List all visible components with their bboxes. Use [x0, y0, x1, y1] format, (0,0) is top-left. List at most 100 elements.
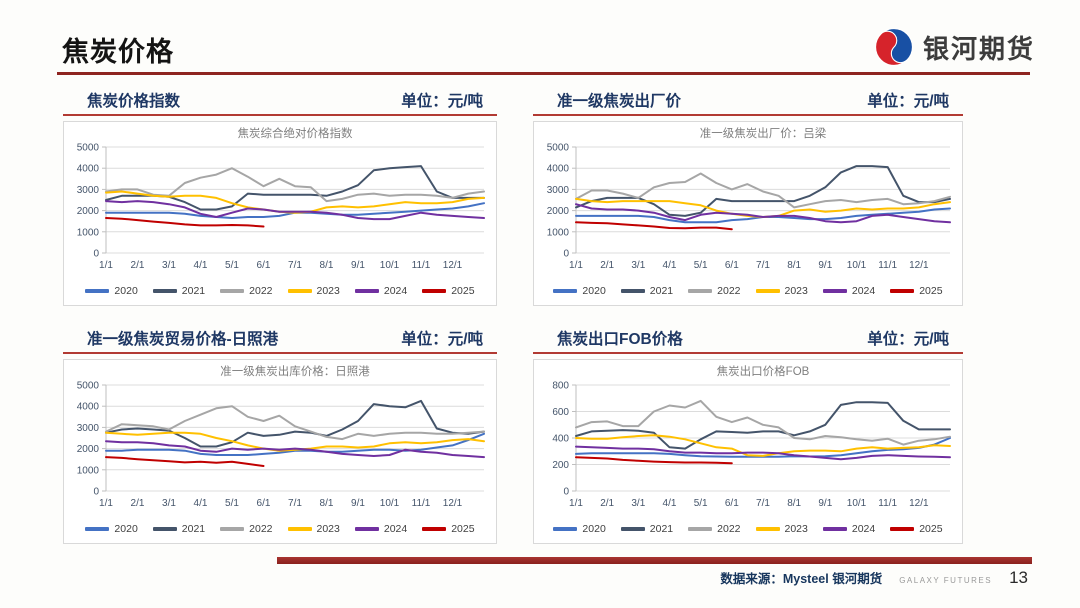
y-axis-tick-label: 0 [93, 249, 99, 260]
legend-swatch-2021 [152, 527, 177, 531]
x-axis-tick-label: 8/1 [320, 260, 334, 271]
x-axis-tick-label: 9/1 [818, 260, 832, 271]
x-axis-tick-label: 10/1 [380, 498, 400, 509]
legend-label-2020: 2020 [582, 523, 606, 535]
x-axis-tick-label: 7/1 [756, 498, 770, 509]
y-axis-tick-label: 400 [552, 434, 569, 445]
chart-header-title: 准一级焦炭贸易价格-日照港 [87, 331, 279, 348]
y-axis-tick-label: 3000 [547, 185, 570, 196]
brand-logo-text: 银河期货 [922, 33, 1035, 64]
legend-item-2025: 2025 [422, 523, 475, 535]
legend-swatch-2024 [354, 527, 379, 531]
legend-item-2023: 2023 [287, 523, 340, 535]
legend-label-2025: 2025 [919, 285, 943, 297]
legend-label-2024: 2024 [851, 285, 876, 297]
legend-item-2024: 2024 [354, 523, 407, 535]
y-axis-tick-label: 4000 [77, 402, 100, 413]
legend-swatch-2023 [287, 527, 312, 531]
legend-item-2022: 2022 [688, 285, 741, 297]
legend-item-2022: 2022 [220, 285, 273, 297]
chart-header: 焦炭出口FOB价格 单位：元/吨 [533, 324, 963, 354]
y-axis-tick-label: 4000 [547, 164, 570, 175]
legend-label-2023: 2023 [316, 523, 340, 535]
legend-label-2024: 2024 [383, 285, 408, 297]
chart-inner-title: 焦炭出口价格FOB [717, 364, 810, 378]
series-line-2023 [105, 431, 485, 452]
x-axis-tick-label: 10/1 [380, 260, 400, 271]
x-axis-tick-label: 8/1 [787, 260, 801, 271]
x-axis-tick-label: 7/1 [288, 260, 302, 271]
x-axis-tick-label: 6/1 [725, 260, 739, 271]
x-axis-tick-label: 6/1 [257, 260, 271, 271]
series-line-2021 [105, 399, 485, 448]
legend-label-2025: 2025 [919, 523, 943, 535]
page-number: 13 [1009, 568, 1028, 587]
x-axis-tick-label: 1/1 [99, 498, 113, 509]
legend-label-2023: 2023 [784, 523, 808, 535]
x-axis-tick-label: 9/1 [818, 498, 832, 509]
series-line-2021 [575, 401, 951, 450]
x-axis-tick-label: 5/1 [694, 498, 708, 509]
x-axis-tick-label: 3/1 [631, 260, 645, 271]
legend-item-2024: 2024 [822, 285, 876, 297]
chart-canvas-coke-price-index: 焦炭综合绝对价格指数 0 1000 2000 3000 4000 5000 1/1 2/1 3/1… [64, 125, 496, 277]
legend-item-2021: 2021 [620, 285, 673, 297]
chart-unit-label: 单位：元/吨 [867, 331, 949, 348]
legend-swatch-2022 [688, 289, 713, 293]
series-line-2025 [575, 456, 733, 465]
chart-canvas-exfactory-price: 准一级焦炭出厂价：吕梁 0 1000 2000 3000 4000 5000 1/1 2/1 3/… [534, 125, 962, 277]
chart-plot: 焦炭综合绝对价格指数 0 1000 2000 3000 4000 5000 1/1 2/1 3/1… [77, 126, 485, 271]
legend-label-2023: 2023 [784, 285, 808, 297]
legend-swatch-2020 [553, 289, 578, 293]
legend-item-2020: 2020 [85, 285, 138, 297]
y-axis-tick-label: 0 [93, 487, 99, 498]
chart-panel: 焦炭综合绝对价格指数 0 1000 2000 3000 4000 5000 1/1 2/1 3/1… [63, 121, 497, 306]
chart-canvas-export-fob-price: 焦炭出口价格FOB 0 200 400 600 800 1/1 2/1 3/1 4/1 5/1 6/1… [534, 363, 962, 515]
x-axis-tick-label: 12/1 [443, 498, 463, 509]
y-axis-tick-label: 800 [552, 381, 569, 392]
y-axis-tick-label: 0 [563, 249, 569, 260]
chart-header: 准一级焦炭出厂价 单位：元/吨 [533, 86, 963, 116]
legend-swatch-2024 [354, 289, 379, 293]
legend-label-2023: 2023 [316, 285, 340, 297]
x-axis-tick-label: 7/1 [288, 498, 302, 509]
legend-swatch-2021 [620, 289, 645, 293]
y-axis-tick-label: 1000 [77, 465, 100, 476]
x-axis-tick-label: 4/1 [663, 498, 677, 509]
legend-label-2022: 2022 [717, 285, 741, 297]
chart-section-coke-price-index: 焦炭价格指数 单位：元/吨 焦炭综合绝对价格指数 0 1000 2000 3000 400… [63, 86, 497, 306]
x-axis-tick-label: 8/1 [320, 498, 334, 509]
legend-swatch-2025 [422, 527, 447, 531]
series-line-2024 [105, 200, 485, 221]
legend-swatch-2021 [152, 289, 177, 293]
y-axis-tick-label: 2000 [77, 444, 100, 455]
chart-panel: 焦炭出口价格FOB 0 200 400 600 800 1/1 2/1 3/1 4/1 5/1 6/1… [533, 359, 963, 544]
legend-swatch-2023 [755, 527, 780, 531]
chart-legend: 2020 2021 2022 2023 2024 2025 [534, 277, 962, 305]
x-axis-tick-label: 11/1 [412, 260, 431, 271]
y-axis-tick-label: 2000 [547, 206, 570, 217]
y-axis-tick-label: 600 [552, 407, 569, 418]
x-axis-tick-label: 1/1 [99, 260, 113, 271]
x-axis-tick-label: 11/1 [412, 498, 431, 509]
legend-swatch-2020 [85, 289, 110, 293]
chart-legend: 2020 2021 2022 2023 2024 2025 [64, 515, 496, 543]
x-axis-tick-label: 12/1 [443, 260, 463, 271]
chart-header-title: 准一级焦炭出厂价 [557, 93, 682, 110]
x-axis-tick-label: 4/1 [194, 498, 208, 509]
charts-grid: 焦炭价格指数 单位：元/吨 焦炭综合绝对价格指数 0 1000 2000 3000 400… [63, 86, 963, 544]
x-axis-tick-label: 11/1 [878, 498, 897, 509]
legend-item-2020: 2020 [85, 523, 138, 535]
y-axis-tick-label: 3000 [77, 185, 100, 196]
x-axis-tick-label: 9/1 [351, 498, 365, 509]
y-axis-tick-label: 200 [552, 460, 569, 471]
series-line-2022 [105, 405, 485, 441]
x-axis-tick-label: 5/1 [225, 498, 239, 509]
brand-small-label: GALAXY FUTURES [899, 576, 993, 585]
x-axis-tick-label: 2/1 [600, 260, 614, 271]
legend-label-2024: 2024 [851, 523, 876, 535]
legend-swatch-2020 [553, 527, 578, 531]
y-axis-tick-label: 3000 [77, 423, 100, 434]
series-line-2025 [575, 221, 733, 231]
legend-label-2025: 2025 [451, 285, 475, 297]
